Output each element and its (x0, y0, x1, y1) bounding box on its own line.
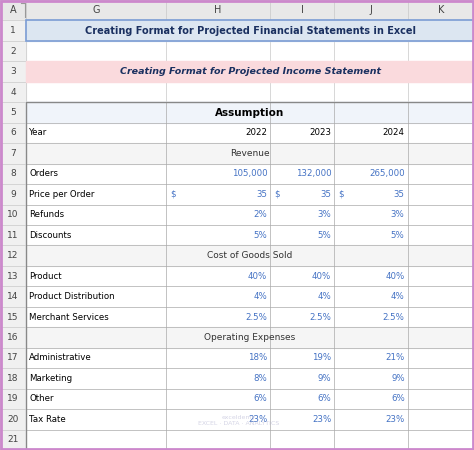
Text: 16: 16 (7, 333, 19, 342)
Text: Year: Year (29, 128, 47, 137)
Text: 23%: 23% (385, 415, 405, 424)
Text: 15: 15 (7, 313, 19, 322)
Text: 6: 6 (10, 128, 16, 137)
Text: A: A (10, 5, 16, 15)
Text: 18%: 18% (248, 353, 267, 362)
Text: 5%: 5% (318, 231, 331, 240)
Text: 18: 18 (7, 374, 19, 383)
Bar (26, 102, 474, 450)
Bar (26, 20, 474, 41)
Bar (26, 102, 474, 450)
Text: H: H (214, 5, 222, 15)
Text: Other: Other (29, 394, 54, 403)
Text: Revenue: Revenue (230, 149, 270, 158)
Bar (26, 245, 474, 266)
Text: 2.5%: 2.5% (310, 313, 331, 322)
Text: 2: 2 (10, 47, 16, 56)
Text: Price per Order: Price per Order (29, 190, 94, 199)
Text: 8%: 8% (254, 374, 267, 383)
Text: 14: 14 (8, 292, 18, 301)
Text: 1: 1 (10, 26, 16, 35)
Text: Merchant Services: Merchant Services (29, 313, 109, 322)
Text: 3: 3 (10, 67, 16, 76)
Text: 2.5%: 2.5% (246, 313, 267, 322)
Text: 6%: 6% (254, 394, 267, 403)
Text: 35: 35 (320, 190, 331, 199)
Text: Marketing: Marketing (29, 374, 72, 383)
Text: 4: 4 (10, 88, 16, 97)
Text: 3%: 3% (318, 210, 331, 219)
Text: $: $ (338, 190, 344, 199)
Text: 5%: 5% (254, 231, 267, 240)
Text: 19: 19 (7, 394, 19, 403)
Text: Creating Format for Projected Financial Statements in Excel: Creating Format for Projected Financial … (84, 26, 416, 36)
Text: 40%: 40% (312, 272, 331, 281)
Text: 4%: 4% (391, 292, 405, 301)
Text: G: G (92, 5, 100, 15)
Text: 2.5%: 2.5% (383, 313, 405, 322)
Text: Tax Rate: Tax Rate (29, 415, 66, 424)
Text: Cost of Goods Sold: Cost of Goods Sold (207, 251, 293, 260)
Text: 21%: 21% (385, 353, 405, 362)
Text: 3%: 3% (391, 210, 405, 219)
Text: 21: 21 (8, 435, 18, 444)
Text: 9%: 9% (318, 374, 331, 383)
Text: 2023: 2023 (309, 128, 331, 137)
Text: 2%: 2% (254, 210, 267, 219)
Text: 10: 10 (7, 210, 19, 219)
Text: 2022: 2022 (245, 128, 267, 137)
Text: Product: Product (29, 272, 62, 281)
Text: 265,000: 265,000 (369, 169, 405, 178)
Bar (26, 102, 474, 123)
Text: Creating Format for Projected Income Statement: Creating Format for Projected Income Sta… (119, 67, 381, 76)
Text: 35: 35 (256, 190, 267, 199)
Text: 9: 9 (10, 190, 16, 199)
Text: 20: 20 (8, 415, 18, 424)
Text: 40%: 40% (248, 272, 267, 281)
Text: $: $ (274, 190, 280, 199)
Text: Administrative: Administrative (29, 353, 92, 362)
Text: 23%: 23% (312, 415, 331, 424)
Text: 13: 13 (7, 272, 19, 281)
Text: 132,000: 132,000 (296, 169, 331, 178)
Text: 4%: 4% (254, 292, 267, 301)
Text: 6%: 6% (391, 394, 405, 403)
Text: Product Distribution: Product Distribution (29, 292, 115, 301)
Text: I: I (301, 5, 304, 15)
Text: 23%: 23% (248, 415, 267, 424)
Text: 6%: 6% (318, 394, 331, 403)
Text: 17: 17 (7, 353, 19, 362)
Bar (0, 0, 474, 20)
Text: 105,000: 105,000 (232, 169, 267, 178)
Text: J: J (369, 5, 373, 15)
Text: 35: 35 (393, 190, 405, 199)
Text: 2024: 2024 (383, 128, 405, 137)
Text: Assumption: Assumption (215, 108, 285, 117)
Text: 9%: 9% (391, 374, 405, 383)
Bar (0, 20, 26, 450)
Text: 19%: 19% (312, 353, 331, 362)
Text: 40%: 40% (385, 272, 405, 281)
Bar (26, 102, 474, 450)
Text: Operating Expenses: Operating Expenses (204, 333, 296, 342)
Text: Orders: Orders (29, 169, 58, 178)
Text: 5: 5 (10, 108, 16, 117)
Bar (26, 327, 474, 348)
Bar (26, 61, 474, 82)
Text: 12: 12 (8, 251, 18, 260)
Text: Refunds: Refunds (29, 210, 64, 219)
Bar (26, 20, 474, 41)
Text: Discounts: Discounts (29, 231, 72, 240)
Text: 11: 11 (7, 231, 19, 240)
Text: 8: 8 (10, 169, 16, 178)
Text: K: K (438, 5, 444, 15)
Text: $: $ (170, 190, 175, 199)
Text: 4%: 4% (318, 292, 331, 301)
Bar (26, 143, 474, 164)
Text: 7: 7 (10, 149, 16, 158)
Text: 5%: 5% (391, 231, 405, 240)
Text: exceldemy
EXCEL · DATA · ANALYTICS: exceldemy EXCEL · DATA · ANALYTICS (198, 415, 279, 426)
